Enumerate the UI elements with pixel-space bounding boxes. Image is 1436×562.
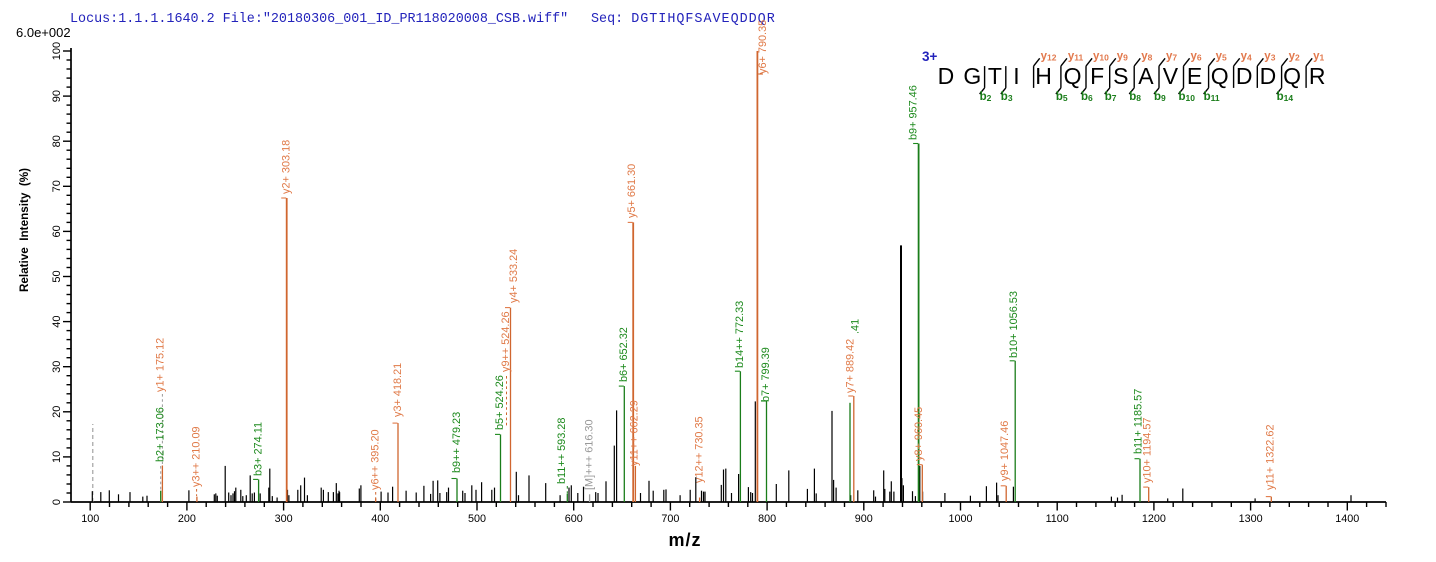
svg-text:80: 80 — [51, 135, 63, 147]
svg-text:b11+ 1185.57: b11+ 1185.57 — [1133, 389, 1145, 454]
svg-text:200: 200 — [178, 513, 196, 525]
svg-text:R: R — [1309, 63, 1326, 89]
svg-text:y8: y8 — [1141, 51, 1152, 63]
svg-text:b9: b9 — [1154, 91, 1166, 103]
svg-text:100: 100 — [51, 42, 63, 60]
svg-text:b8: b8 — [1129, 91, 1141, 103]
svg-text:50: 50 — [51, 270, 63, 282]
svg-text:y5: y5 — [1216, 51, 1227, 63]
svg-text:0: 0 — [51, 499, 63, 505]
svg-text:Relative Intensity (%): Relative Intensity (%) — [18, 168, 31, 292]
svg-text:y4+ 533.24: y4+ 533.24 — [508, 249, 520, 303]
svg-text:D: D — [938, 63, 955, 89]
svg-text:y6+ 790.35: y6+ 790.35 — [757, 20, 769, 74]
svg-text:Seq: DGTIHQFSAVEQDDQR: Seq: DGTIHQFSAVEQDDQR — [591, 12, 776, 27]
svg-text:b9+ 957.46: b9+ 957.46 — [908, 85, 920, 140]
svg-text:m/z: m/z — [668, 530, 701, 550]
svg-text:b6: b6 — [1081, 91, 1093, 103]
svg-text:y6: y6 — [1191, 51, 1202, 63]
svg-text:30: 30 — [51, 361, 63, 373]
svg-text:40: 40 — [51, 315, 63, 327]
svg-text:y11++ 662.29: y11++ 662.29 — [629, 400, 641, 466]
svg-text:I: I — [1013, 63, 1019, 89]
svg-text:b7: b7 — [1105, 91, 1117, 103]
svg-text:y7+ 889.42: y7+ 889.42 — [845, 339, 857, 393]
svg-text:y12++ 730.35: y12++ 730.35 — [693, 416, 705, 483]
svg-text:b3+ 274.11: b3+ 274.11 — [253, 422, 265, 476]
svg-text:60: 60 — [51, 225, 63, 237]
svg-text:1300: 1300 — [1239, 513, 1263, 525]
svg-text:y2: y2 — [1289, 51, 1300, 63]
svg-text:b10: b10 — [1179, 91, 1196, 103]
svg-text:900: 900 — [855, 513, 873, 525]
svg-text:b9++ 479.23: b9++ 479.23 — [451, 412, 463, 473]
svg-text:y10+ 1194.57: y10+ 1194.57 — [1141, 417, 1153, 483]
svg-text:T: T — [988, 63, 1002, 89]
svg-text:1000: 1000 — [948, 513, 972, 525]
svg-text:300: 300 — [275, 513, 293, 525]
svg-text:b2: b2 — [980, 91, 992, 103]
svg-text:b11++ 593.28: b11++ 593.28 — [556, 418, 568, 484]
svg-text:b7+ 799.39: b7+ 799.39 — [760, 347, 772, 402]
svg-text:y9++ 524.26: y9++ 524.26 — [500, 311, 512, 372]
svg-text:20: 20 — [51, 406, 63, 418]
svg-text:y3+ 418.21: y3+ 418.21 — [392, 363, 404, 417]
svg-text:H: H — [1035, 63, 1052, 89]
svg-text:E: E — [1187, 63, 1202, 89]
svg-text:y3++ 210.09: y3++ 210.09 — [191, 426, 203, 487]
svg-text:V: V — [1163, 63, 1179, 89]
svg-text:y11: y11 — [1068, 51, 1084, 63]
svg-text:y6++ 395.20: y6++ 395.20 — [370, 429, 382, 490]
svg-text:b11: b11 — [1204, 91, 1220, 103]
svg-text:y11+ 1322.62: y11+ 1322.62 — [1264, 424, 1276, 490]
svg-text:D: D — [1260, 63, 1277, 89]
svg-text:400: 400 — [371, 513, 389, 525]
svg-text:y10: y10 — [1093, 51, 1109, 63]
svg-text:y7: y7 — [1166, 51, 1177, 63]
svg-text:y2+ 303.18: y2+ 303.18 — [281, 140, 293, 194]
svg-text:b3: b3 — [1001, 91, 1013, 103]
svg-text:1100: 1100 — [1046, 513, 1069, 525]
svg-text:100: 100 — [81, 513, 99, 525]
svg-text:Locus:1.1.1.1640.2 File:"20180: Locus:1.1.1.1640.2 File:"20180306_001_ID… — [70, 12, 568, 27]
svg-text:[M]+++ 616.30: [M]+++ 616.30 — [583, 419, 595, 490]
svg-text:1400: 1400 — [1335, 513, 1359, 525]
svg-text:y4: y4 — [1241, 51, 1252, 63]
svg-text:3+: 3+ — [922, 49, 938, 64]
svg-text:y1: y1 — [1313, 51, 1324, 63]
svg-text:b10+ 1056.53: b10+ 1056.53 — [1008, 291, 1020, 358]
svg-text:.41: .41 — [850, 319, 862, 334]
svg-text:90: 90 — [51, 90, 63, 102]
svg-text:y12: y12 — [1041, 51, 1057, 63]
svg-text:Q: Q — [1283, 63, 1301, 89]
svg-text:Q: Q — [1064, 63, 1082, 89]
svg-text:Q: Q — [1211, 63, 1229, 89]
svg-text:b5+ 524.26: b5+ 524.26 — [494, 375, 506, 430]
svg-text:y3: y3 — [1264, 51, 1275, 63]
svg-text:b6+ 652.32: b6+ 652.32 — [618, 327, 630, 382]
svg-text:D: D — [1236, 63, 1253, 89]
svg-text:6.0e+002: 6.0e+002 — [16, 25, 71, 40]
svg-text:b5: b5 — [1056, 91, 1068, 103]
svg-text:A: A — [1138, 63, 1154, 89]
svg-text:y9: y9 — [1117, 51, 1128, 63]
svg-text:b14++ 772.33: b14++ 772.33 — [734, 301, 746, 368]
svg-text:F: F — [1090, 63, 1104, 89]
svg-text:b14: b14 — [1277, 91, 1294, 103]
svg-text:500: 500 — [468, 513, 486, 525]
svg-text:600: 600 — [565, 513, 583, 525]
svg-text:700: 700 — [661, 513, 679, 525]
svg-text:70: 70 — [51, 180, 63, 192]
svg-text:10: 10 — [51, 451, 63, 463]
svg-text:G: G — [963, 63, 981, 89]
svg-text:S: S — [1113, 63, 1128, 89]
svg-text:y5+ 661.30: y5+ 661.30 — [626, 164, 638, 218]
svg-text:1200: 1200 — [1142, 513, 1166, 525]
svg-text:800: 800 — [758, 513, 776, 525]
svg-text:y1+ 175.12: y1+ 175.12 — [155, 338, 167, 392]
svg-text:b2+ 173.06: b2+ 173.06 — [155, 407, 167, 462]
svg-text:y8+ 960.45: y8+ 960.45 — [913, 407, 925, 461]
svg-text:y9+ 1047.46: y9+ 1047.46 — [999, 421, 1011, 481]
